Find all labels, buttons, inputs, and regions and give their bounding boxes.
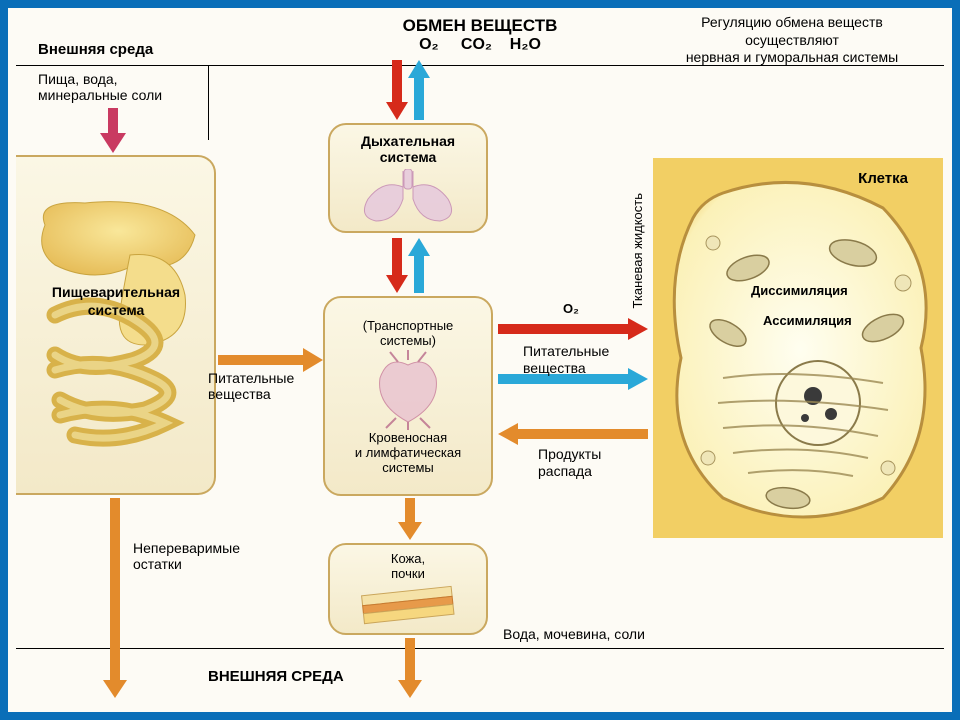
cell-assim: Ассимиляция	[763, 313, 852, 328]
bottom-out-label: Вода, мочевина, соли	[503, 626, 645, 642]
digestive-illustration	[25, 195, 205, 455]
transport-label2: Кровеносная и лимфатическая системы	[355, 430, 461, 475]
cell-title: Клетка	[858, 170, 908, 187]
header-right-l3: нервная и гуморальная системы	[652, 49, 932, 67]
rule-left-v	[208, 65, 209, 140]
arrow-o2co2-top	[388, 60, 428, 120]
header-right-l1: Регуляцию обмена веществ	[652, 14, 932, 32]
nutrients-left-label: Питательные вещества	[208, 370, 294, 402]
excretory-box: Кожа, почки	[328, 543, 488, 635]
arrow-undigested	[103, 498, 127, 698]
diagram-paper: Внешняя среда ОБМЕН ВЕЩЕСТВ O₂ CO₂ H₂O Р…	[8, 8, 952, 712]
respiratory-label: Дыхательная система	[361, 133, 455, 165]
o2-label: O₂	[563, 301, 579, 316]
tissue-fluid-label: Тканевая жидкость	[630, 193, 645, 308]
digestive-label: Пищеварительная система	[26, 283, 206, 319]
arrow-breakdown	[498, 423, 648, 445]
footer-label: ВНЕШНЯЯ СРЕДА	[208, 668, 344, 685]
header-right-l2: осуществляют	[652, 32, 932, 50]
respiratory-box: Дыхательная система	[328, 123, 488, 233]
transport-label1: (Транспортные системы)	[363, 318, 454, 348]
arrow-excretory-out	[398, 638, 422, 698]
header-right: Регуляцию обмена веществ осуществляют не…	[652, 14, 932, 67]
lungs-illustration	[348, 169, 468, 224]
transport-box: (Транспортные системы) Кровеносная и лим…	[323, 296, 493, 496]
cell-region: Клетка Диссимиляция Ассимиляция	[653, 158, 943, 538]
rule-top	[16, 65, 944, 66]
arrow-transport-excretory	[398, 498, 422, 540]
breakdown-label: Продукты распада	[538, 446, 601, 480]
rule-bottom	[16, 648, 944, 649]
heart-illustration	[358, 350, 458, 430]
arrow-o2-right	[498, 318, 648, 340]
undigested-label: Непереваримые остатки	[133, 540, 240, 572]
arrow-resp-transport	[388, 238, 428, 293]
arrow-nutrients-left	[218, 348, 323, 372]
top-inputs: Пища, вода, минеральные соли	[38, 71, 162, 103]
digestive-box	[16, 155, 216, 495]
cell-dissim: Диссимиляция	[751, 283, 848, 298]
nutrients-right-label: Питательные вещества	[523, 343, 609, 377]
cell-illustration	[653, 158, 943, 538]
excretory-label: Кожа, почки	[391, 551, 425, 581]
arrow-food-in	[98, 108, 128, 153]
skin-kidney-illustration	[353, 583, 463, 627]
